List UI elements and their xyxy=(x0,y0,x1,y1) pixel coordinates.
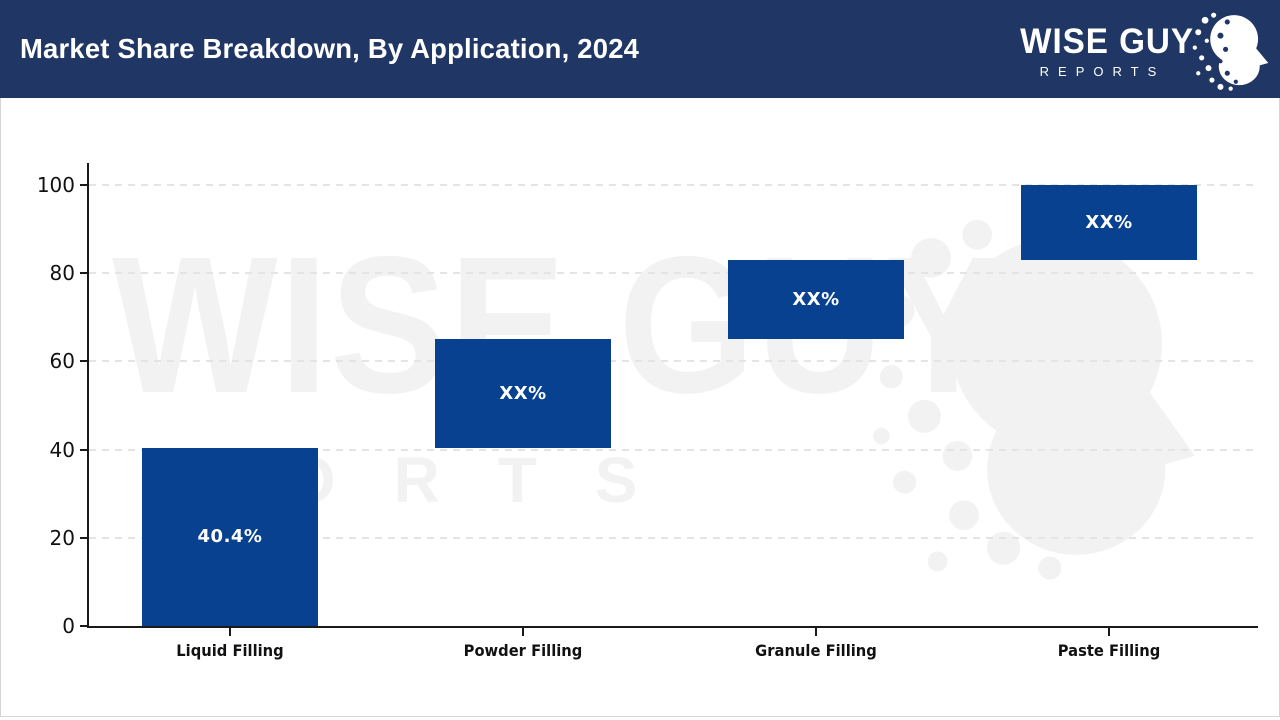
logo-head-icon xyxy=(1192,12,1269,91)
category-label-3: Paste Filling xyxy=(1057,641,1161,660)
y-tick-label-80: 80 xyxy=(49,261,75,286)
y-tick-label-40: 40 xyxy=(49,437,75,462)
y-tick-0 xyxy=(80,625,89,627)
gridline-20 xyxy=(89,536,1258,539)
category-label-1: Powder Filling xyxy=(463,641,583,660)
watermark-head-icon xyxy=(873,219,1195,580)
bar-value-label: XX% xyxy=(499,383,547,405)
x-axis-spine xyxy=(87,626,1258,628)
x-tick-2 xyxy=(815,628,817,636)
y-tick-label-100: 100 xyxy=(36,173,75,197)
y-tick-label-20: 20 xyxy=(49,525,75,550)
logo-text: WISE GUY REPORTS xyxy=(1011,22,1194,79)
bar-liquid-filling: 40.4% xyxy=(142,447,318,626)
y-tick-20 xyxy=(80,536,89,539)
category-label-0: Liquid Filling xyxy=(176,641,284,660)
y-tick-100 xyxy=(80,184,89,186)
bar-paste-filling: XX% xyxy=(1021,185,1197,260)
y-tick-40 xyxy=(80,448,89,451)
header-band: Market Share Breakdown, By Application, … xyxy=(0,0,1280,98)
bar-value-label: XX% xyxy=(792,289,840,311)
gridline-80 xyxy=(89,272,1258,275)
x-tick-0 xyxy=(229,628,231,636)
bar-value-label: XX% xyxy=(1085,211,1133,233)
bar-powder-filling: XX% xyxy=(435,339,611,448)
plot-area: WISE GUY PORTS 0 20 40 60 80 100 40.4% Liquid F… xyxy=(0,98,1280,720)
logo-subtitle: REPORTS xyxy=(1039,64,1166,79)
gridline-40 xyxy=(89,448,1258,451)
y-tick-label-0: 0 xyxy=(62,614,75,638)
gridline-100 xyxy=(89,184,1258,186)
x-tick-1 xyxy=(522,628,524,636)
gridline-60 xyxy=(89,360,1258,363)
category-label-2: Granule Filling xyxy=(755,641,877,660)
y-tick-80 xyxy=(80,272,89,275)
x-tick-3 xyxy=(1108,628,1110,636)
bar-granule-filling: XX% xyxy=(728,259,904,340)
y-tick-60 xyxy=(80,360,89,363)
logo-wordmark: WISE GUY xyxy=(1020,22,1194,61)
bar-value-label: 40.4% xyxy=(197,526,263,548)
y-tick-label-60: 60 xyxy=(49,349,75,374)
wise-guy-reports-logo: WISE GUY REPORTS xyxy=(1012,8,1272,92)
page-title: Market Share Breakdown, By Application, … xyxy=(20,33,640,64)
y-axis-spine xyxy=(87,163,89,628)
